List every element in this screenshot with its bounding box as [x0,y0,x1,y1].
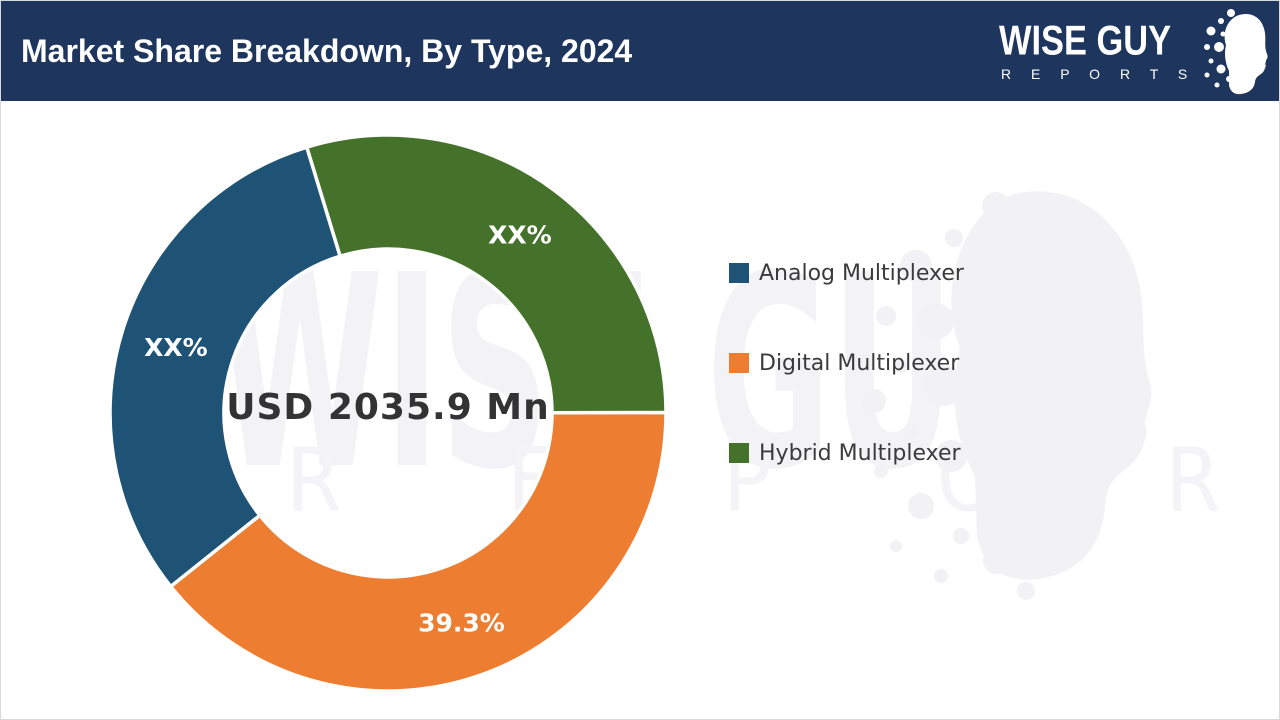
slice-label-hybrid-multiplexer: XX% [488,220,552,249]
legend-swatch-analog [729,263,749,283]
legend: Analog Multiplexer Digital Multiplexer H… [729,260,964,466]
donut-center-value: USD 2035.9 Mn [226,387,550,428]
slice-label-digital-multiplexer: 39.3% [418,608,505,637]
legend-item-analog-multiplexer: Analog Multiplexer [729,260,964,286]
legend-item-digital-multiplexer: Digital Multiplexer [729,350,964,376]
donut-slice-digital-multiplexer [168,410,668,693]
header: Market Share Breakdown, By Type, 2024 WI… [1,1,1279,101]
wiseguy-face-watermark-icon [862,191,1152,600]
legend-label-digital: Digital Multiplexer [759,350,960,376]
slice-label-analog-multiplexer: XX% [144,333,208,362]
donut-slice-analog-multiplexer [108,145,342,589]
legend-swatch-digital [729,353,749,373]
wiseguy-logo: WISE GUY R E P O R T S [999,5,1269,97]
legend-label-hybrid: Hybrid Multiplexer [759,440,961,466]
legend-item-hybrid-multiplexer: Hybrid Multiplexer [729,440,964,466]
wiseguy-logo-face-icon [1204,9,1268,95]
page-title: Market Share Breakdown, By Type, 2024 [21,32,633,69]
wiseguy-logo-wordmark: WISE GUY [998,17,1171,64]
wiseguy-logo-reports: R E P O R T S [1000,65,1196,82]
wiseguy-logo-text: WISE GUY R E P O R T S [998,17,1199,82]
legend-swatch-hybrid [729,443,749,463]
legend-label-analog: Analog Multiplexer [759,260,964,286]
donut-slice-hybrid-multiplexer [304,133,668,415]
